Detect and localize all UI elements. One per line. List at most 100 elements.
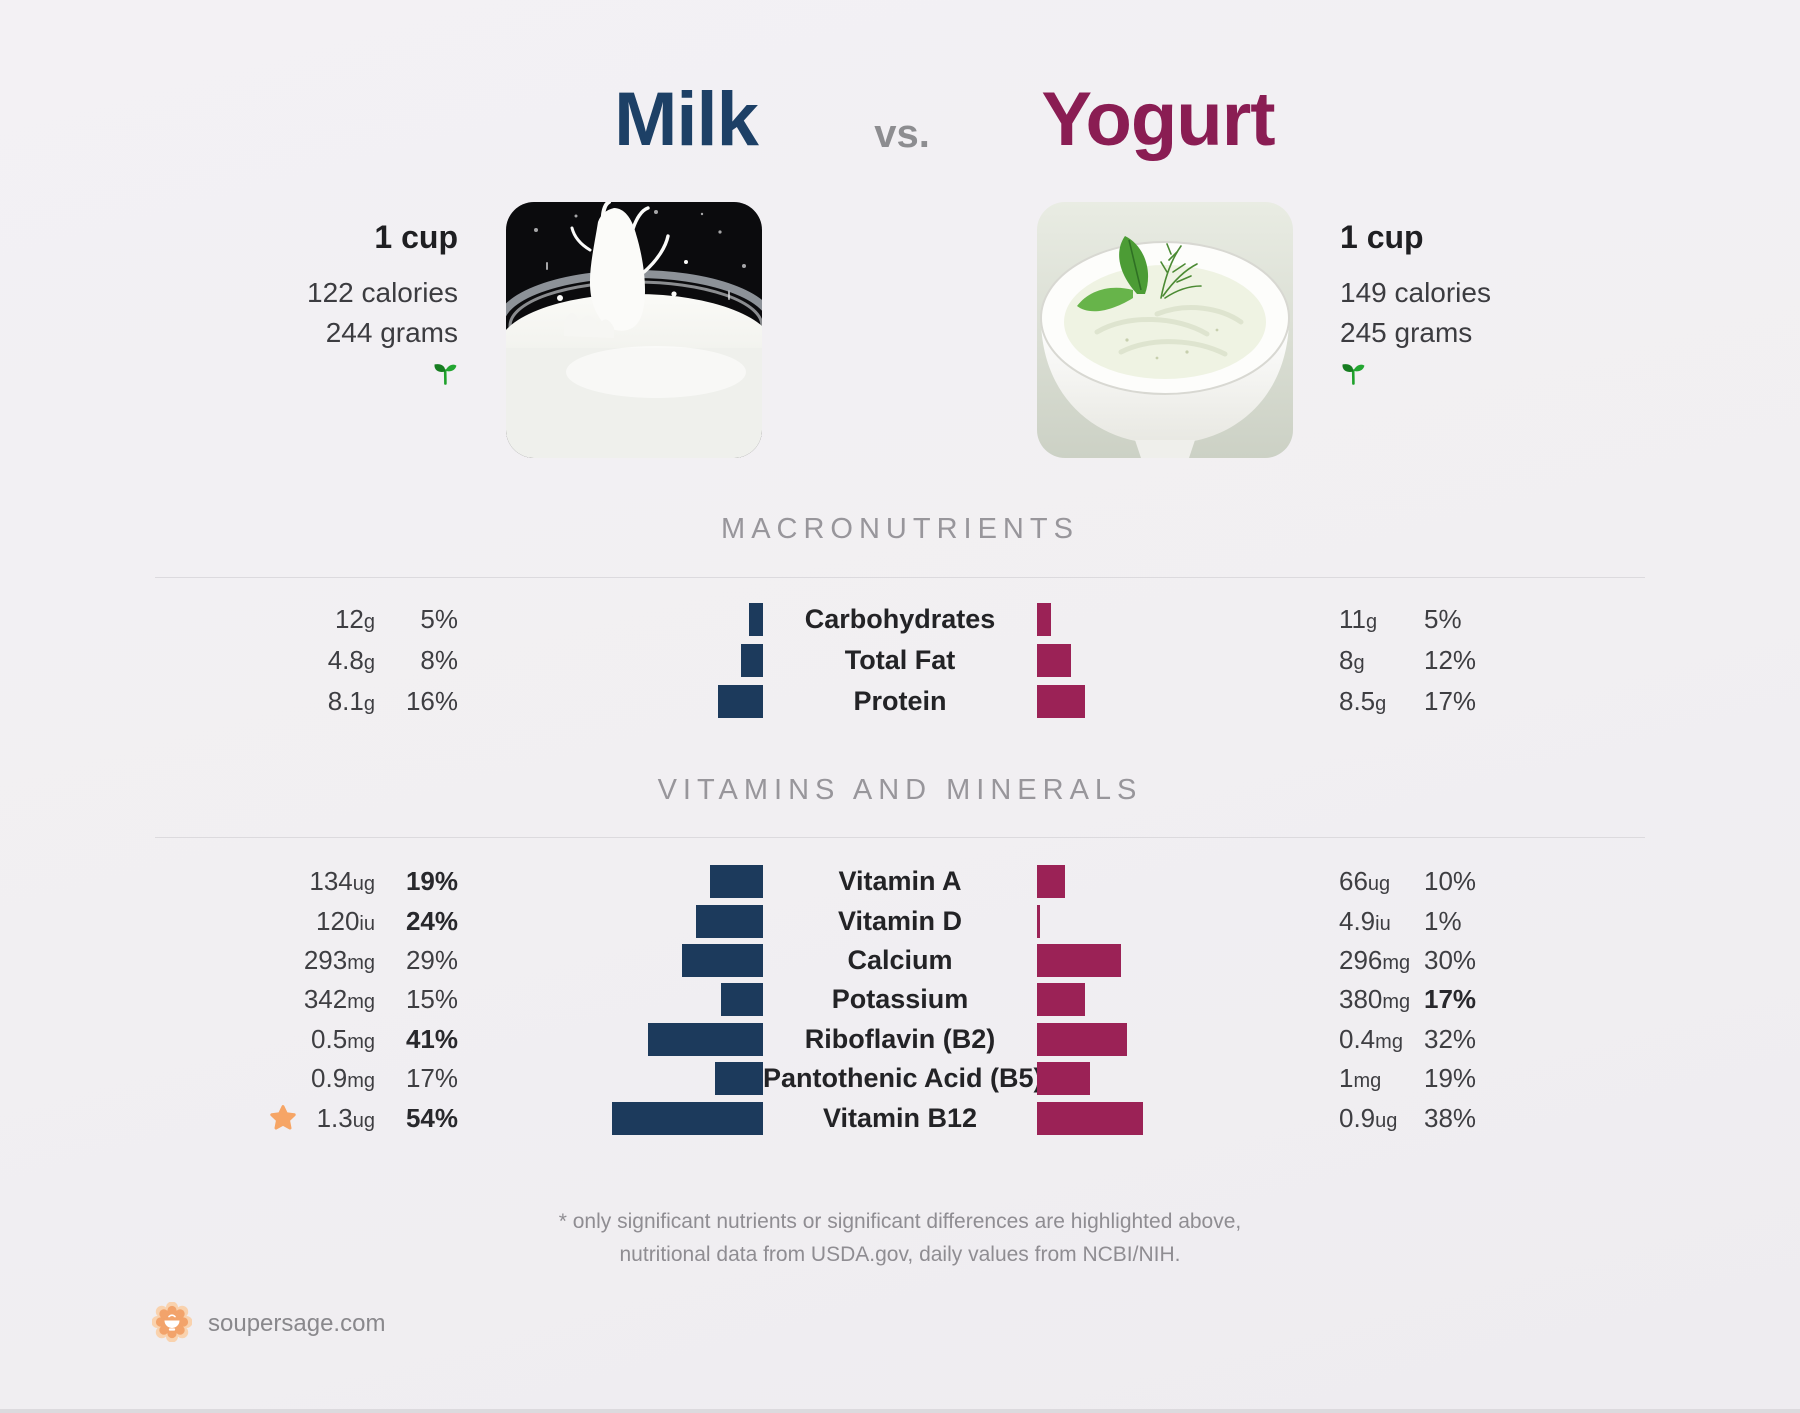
footnote-line-2: nutritional data from USDA.gov, daily va…	[619, 1243, 1181, 1266]
milk-bar	[740, 644, 763, 677]
vs-label: vs.	[874, 112, 930, 156]
yogurt-daily-value: 1%	[1424, 905, 1462, 936]
site-url: soupersage.com	[208, 1310, 386, 1337]
yogurt-grams: 245 grams	[1340, 317, 1473, 348]
milk-amount: 293 mg	[0, 945, 375, 976]
nutrient-row: 0.5 mg 41% Riboflavin (B2) 0.4 mg 32%	[0, 1020, 1800, 1059]
milk-daily-value: 54%	[405, 1102, 458, 1133]
milk-bar	[718, 685, 763, 718]
nutrient-label: Riboflavin (B2)	[804, 1023, 996, 1054]
milk-amount: 12 g	[0, 604, 375, 635]
milk-daily-value: 41%	[405, 1023, 458, 1054]
nutrient-label: Potassium	[831, 984, 969, 1015]
milk-daily-value: 19%	[405, 866, 458, 897]
milk-bar	[611, 1101, 763, 1135]
yogurt-bar	[1037, 603, 1051, 636]
milk-bar	[749, 603, 763, 636]
yogurt-bar	[1037, 904, 1040, 938]
yogurt-amount: 4.9 iu	[1339, 905, 1391, 936]
divider	[155, 577, 1645, 578]
milk-daily-value: 17%	[405, 1063, 458, 1094]
nutrient-label: Pantothenic Acid (B5)	[763, 1063, 1043, 1094]
nutrient-label: Calcium	[847, 944, 953, 975]
milk-daily-value: 16%	[405, 686, 458, 716]
macronutrients-heading: MACRONUTRIENTS	[721, 513, 1079, 545]
yogurt-bar	[1037, 644, 1071, 677]
yogurt-amount: 296 mg	[1339, 944, 1411, 975]
yogurt-title: Yogurt	[1041, 77, 1275, 162]
yogurt-photo	[1037, 202, 1293, 458]
milk-photo	[506, 202, 762, 458]
nutrient-row: 0.9 mg 17% Pantothenic Acid (B5) 1 mg 19%	[0, 1059, 1800, 1098]
divider	[155, 837, 1645, 838]
milk-title: Milk	[614, 77, 759, 162]
milk-amount: 120 iu	[0, 906, 375, 937]
milk-daily-value: 8%	[420, 645, 458, 675]
soupersage-logo-icon	[151, 1301, 193, 1343]
yogurt-serving-info: 1 cup 149 calories 245 grams	[1340, 221, 1660, 385]
star-icon	[269, 1104, 297, 1132]
nutrient-label: Total Fat	[844, 645, 956, 675]
milk-amount: 1.3 ug	[0, 1103, 375, 1134]
nutrient-row: 134 ug 19% Vitamin A 66 ug 10%	[0, 862, 1800, 901]
milk-calories: 122 calories	[307, 277, 458, 308]
nutrient-row: 1.3 ug 54% Vitamin B12 0.9 ug 38%	[0, 1098, 1800, 1137]
nutrient-label: Carbohydrates	[804, 604, 996, 634]
nutrient-label: Protein	[853, 686, 947, 716]
seedling-icon	[160, 361, 458, 385]
milk-amount: 0.5 mg	[0, 1024, 375, 1055]
seedling-icon	[1340, 361, 1660, 385]
yogurt-amount: 11 g	[1339, 604, 1378, 634]
yogurt-amount: 8.5 g	[1339, 686, 1387, 716]
yogurt-amount: 66 ug	[1339, 866, 1391, 897]
milk-grams: 244 grams	[325, 317, 458, 348]
milk-amount: 134 ug	[0, 866, 375, 897]
yogurt-bar	[1037, 1022, 1127, 1056]
milk-bar	[721, 983, 763, 1017]
macronutrients-rows: 12 g 5% Carbohydrates 11 g 5% 4.8 g	[0, 599, 1800, 722]
yogurt-bar	[1037, 983, 1085, 1017]
milk-daily-value: 24%	[405, 905, 458, 936]
yogurt-daily-value: 17%	[1424, 686, 1477, 716]
nutrient-row: 8.1 g 16% Protein 8.5 g 17%	[0, 681, 1800, 722]
yogurt-amount: 0.9 ug	[1339, 1102, 1398, 1133]
nutrient-row: 342 mg 15% Potassium 380 mg 17%	[0, 980, 1800, 1019]
yogurt-daily-value: 12%	[1424, 645, 1477, 675]
yogurt-daily-value: 19%	[1424, 1063, 1477, 1094]
milk-amount: 4.8 g	[0, 645, 375, 676]
yogurt-bar	[1037, 1062, 1091, 1096]
yogurt-calories: 149 calories	[1340, 277, 1491, 308]
milk-daily-value: 5%	[420, 604, 458, 634]
nutrient-row: 293 mg 29% Calcium 296 mg 30%	[0, 941, 1800, 980]
milk-serving-size: 1 cup	[374, 219, 458, 255]
milk-daily-value: 29%	[405, 944, 458, 975]
nutrient-row: 120 iu 24% Vitamin D 4.9 iu 1%	[0, 901, 1800, 940]
yogurt-serving-size: 1 cup	[1340, 219, 1424, 255]
milk-amount: 342 mg	[0, 984, 375, 1015]
vitamins-heading: VITAMINS AND MINERALS	[657, 774, 1143, 806]
yogurt-daily-value: 32%	[1424, 1023, 1477, 1054]
milk-serving-info: 1 cup 122 calories 244 grams	[160, 221, 458, 385]
footnote-line-1: * only significant nutrients or signific…	[558, 1210, 1242, 1233]
nutrient-label: Vitamin B12	[822, 1102, 978, 1133]
yogurt-amount: 0.4 mg	[1339, 1023, 1403, 1054]
yogurt-bar	[1037, 685, 1085, 718]
milk-amount: 0.9 mg	[0, 1063, 375, 1094]
nutrient-label: Vitamin A	[838, 866, 962, 897]
yogurt-daily-value: 17%	[1424, 984, 1477, 1015]
milk-bar	[715, 1062, 763, 1096]
yogurt-bar	[1037, 865, 1065, 899]
vitamins-rows: 134 ug 19% Vitamin A 66 ug 10% 120 iu	[0, 862, 1800, 1138]
milk-bar	[681, 943, 763, 977]
nutrient-row: 12 g 5% Carbohydrates 11 g 5%	[0, 599, 1800, 640]
yogurt-daily-value: 38%	[1424, 1102, 1477, 1133]
footnote: * only significant nutrients or signific…	[0, 1205, 1800, 1271]
milk-amount: 8.1 g	[0, 686, 375, 717]
yogurt-bar	[1037, 1101, 1144, 1135]
yogurt-amount: 1 mg	[1339, 1063, 1382, 1094]
milk-daily-value: 15%	[405, 984, 458, 1015]
milk-bar	[648, 1022, 763, 1056]
